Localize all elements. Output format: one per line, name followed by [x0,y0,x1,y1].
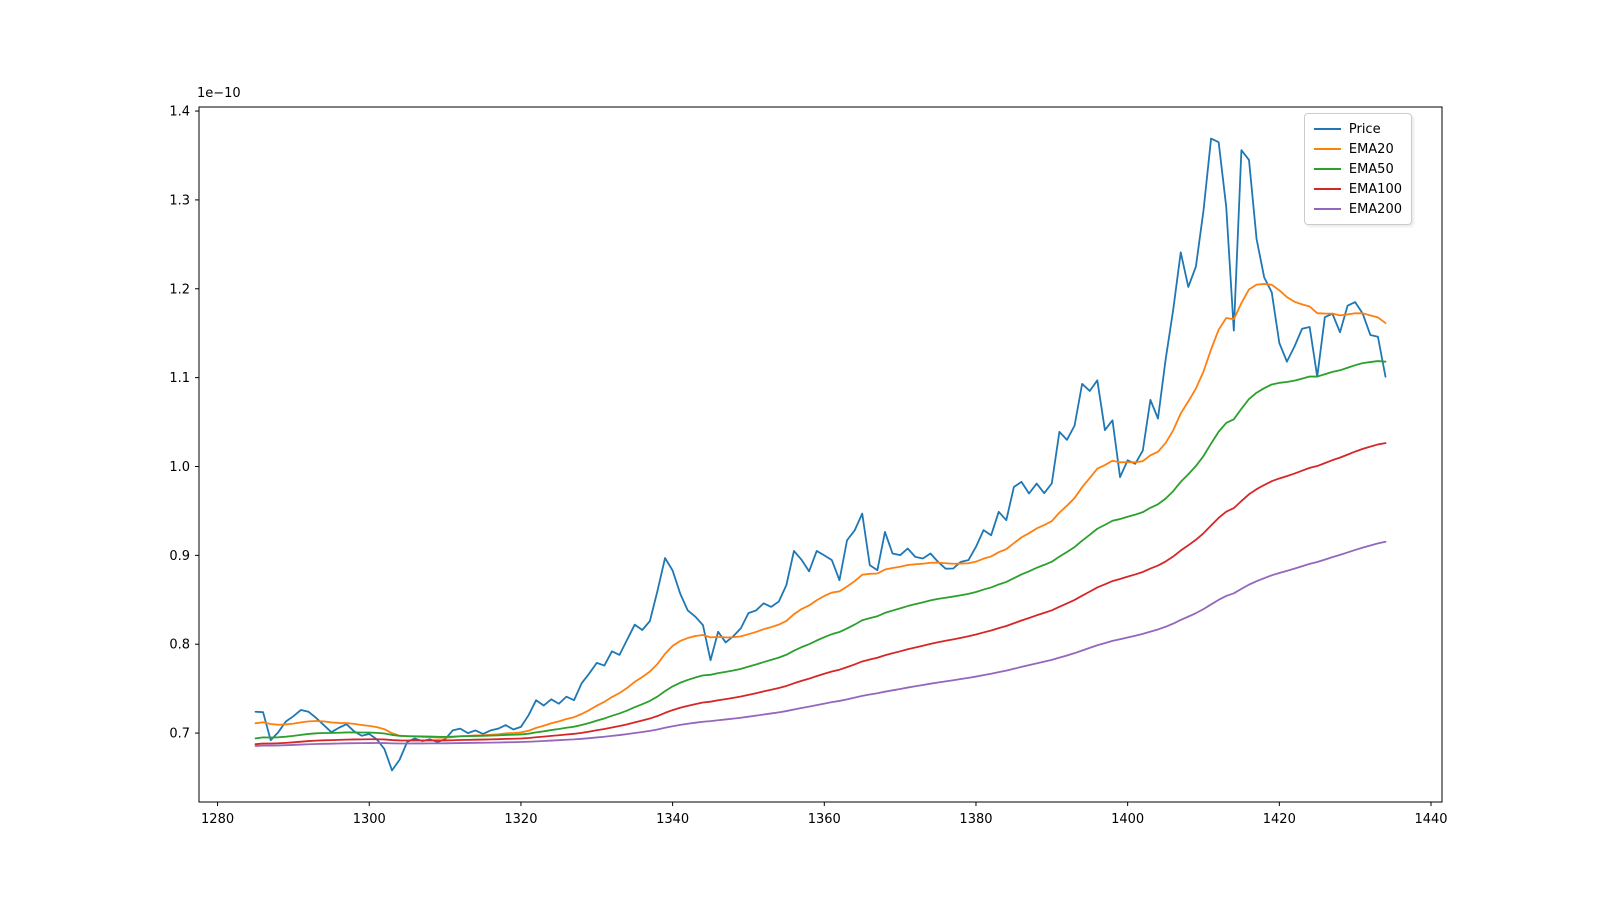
legend-entry-price: Price [1313,119,1402,139]
x-tick-label: 1320 [504,812,537,827]
series-line-ema100 [254,442,1387,746]
plot-area [199,107,1442,802]
legend-line-sample-ema20 [1313,148,1341,150]
legend-entry-ema200: EMA200 [1313,199,1402,219]
legend-label-ema50: EMA50 [1348,161,1394,177]
axes-frame [198,106,1443,803]
x-tick-label: 1340 [656,812,689,827]
x-tick-label: 1360 [808,812,841,827]
y-tick-label: 0.8 [169,638,190,653]
x-tick-label: 1380 [959,812,992,827]
y-tick-label: 0.9 [169,549,190,564]
legend: Price EMA20 EMA50 EMA100 EMA200 [1303,113,1412,225]
series-line-ema50 [254,360,1387,740]
y-tick-label: 1.2 [169,282,190,297]
legend-label-ema100: EMA100 [1348,181,1402,197]
x-tick-label: 1280 [201,812,234,827]
y-tick-label: 1.3 [169,193,190,208]
legend-label-ema200: EMA200 [1348,201,1402,217]
legend-entry-ema50: EMA50 [1313,159,1402,179]
legend-line-sample-ema50 [1313,168,1341,170]
x-tick-label: 1400 [1111,812,1144,827]
legend-label-ema20: EMA20 [1348,141,1394,157]
y-tick-label: 1.0 [169,460,190,475]
legend-entry-ema100: EMA100 [1313,179,1402,199]
y-tick-label: 1.4 [169,105,190,120]
series-line-ema20 [254,283,1387,739]
y-axis-offset-label: 1e−10 [197,86,241,101]
legend-line-sample-ema200 [1313,208,1341,210]
x-tick-label: 1300 [353,812,386,827]
x-tick-label: 1440 [1414,812,1447,827]
legend-line-sample-price [1313,128,1341,130]
y-tick-label: 0.7 [169,727,190,742]
legend-entry-ema20: EMA20 [1313,139,1402,159]
series-line-ema200 [254,540,1387,747]
x-tick-label: 1420 [1263,812,1296,827]
y-tick-label: 1.1 [169,371,190,386]
legend-label-price: Price [1348,121,1381,137]
legend-line-sample-ema100 [1313,188,1341,190]
